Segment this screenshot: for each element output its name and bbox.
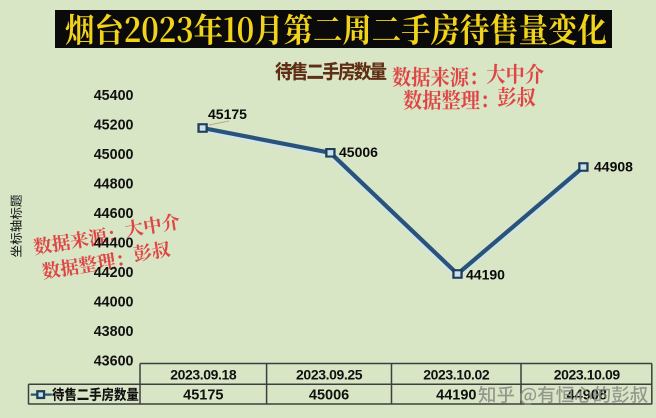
svg-text:44800: 44800 (94, 177, 134, 193)
svg-text:43600: 43600 (94, 353, 134, 369)
svg-text:43800: 43800 (94, 324, 134, 340)
svg-text:2023.10.09: 2023.10.09 (554, 366, 621, 382)
svg-text:45000: 45000 (94, 147, 134, 163)
svg-text:44200: 44200 (94, 265, 134, 281)
svg-text:45006: 45006 (339, 144, 378, 160)
svg-text:44600: 44600 (94, 206, 134, 222)
svg-text:44908: 44908 (594, 159, 633, 175)
svg-text:45006: 45006 (309, 388, 349, 404)
svg-text:44190: 44190 (466, 266, 505, 282)
svg-text:44000: 44000 (94, 295, 134, 311)
svg-text:45175: 45175 (208, 106, 247, 122)
svg-text:45400: 45400 (94, 88, 134, 104)
svg-text:2023.10.02: 2023.10.02 (423, 366, 490, 382)
svg-text:44400: 44400 (94, 236, 134, 252)
svg-text:2023.09.18: 2023.09.18 (170, 366, 237, 382)
svg-text:45175: 45175 (183, 388, 223, 404)
svg-text:45200: 45200 (94, 118, 134, 134)
svg-text:2023.09.25: 2023.09.25 (296, 366, 363, 382)
svg-text:44190: 44190 (436, 388, 476, 404)
